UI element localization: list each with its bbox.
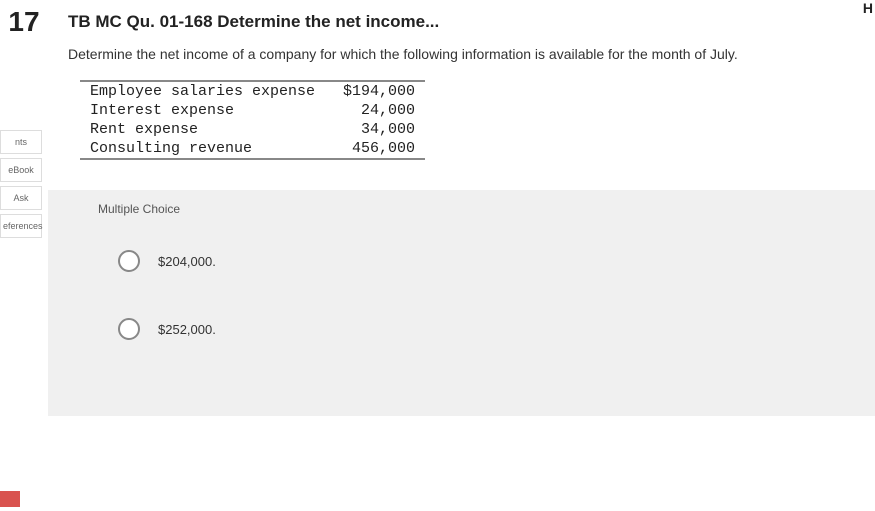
sidebar-item-hints[interactable]: nts — [0, 130, 42, 154]
question-number: 17 — [0, 6, 48, 38]
table-cell-value: 24,000 — [325, 101, 425, 120]
sidebar-item-ask[interactable]: Ask — [0, 186, 42, 210]
table-cell-value: 34,000 — [325, 120, 425, 139]
table-cell-label: Interest expense — [80, 101, 325, 120]
table-cell-label: Consulting revenue — [80, 139, 325, 159]
mc-option-2[interactable]: $252,000. — [98, 308, 825, 350]
table-cell-value: $194,000 — [325, 81, 425, 101]
sidebar-item-references[interactable]: eferences — [0, 214, 42, 238]
radio-icon[interactable] — [118, 250, 140, 272]
corner-letter: H — [863, 0, 873, 16]
red-tab[interactable] — [0, 491, 20, 507]
question-prompt: Determine the net income of a company fo… — [68, 46, 855, 62]
question-title: TB MC Qu. 01-168 Determine the net incom… — [68, 12, 855, 32]
table-cell-value: 456,000 — [325, 139, 425, 159]
data-table: Employee salaries expense $194,000 Inter… — [80, 80, 425, 160]
sidebar-item-ebook[interactable]: eBook — [0, 158, 42, 182]
sidebar: nts eBook Ask eferences — [0, 130, 42, 238]
mc-header: Multiple Choice — [98, 202, 825, 216]
radio-icon[interactable] — [118, 318, 140, 340]
table-cell-label: Rent expense — [80, 120, 325, 139]
table-cell-label: Employee salaries expense — [80, 81, 325, 101]
multiple-choice-section: Multiple Choice $204,000. $252,000. — [48, 190, 875, 416]
mc-option-1[interactable]: $204,000. — [98, 240, 825, 282]
mc-option-label: $204,000. — [158, 254, 216, 269]
mc-option-label: $252,000. — [158, 322, 216, 337]
